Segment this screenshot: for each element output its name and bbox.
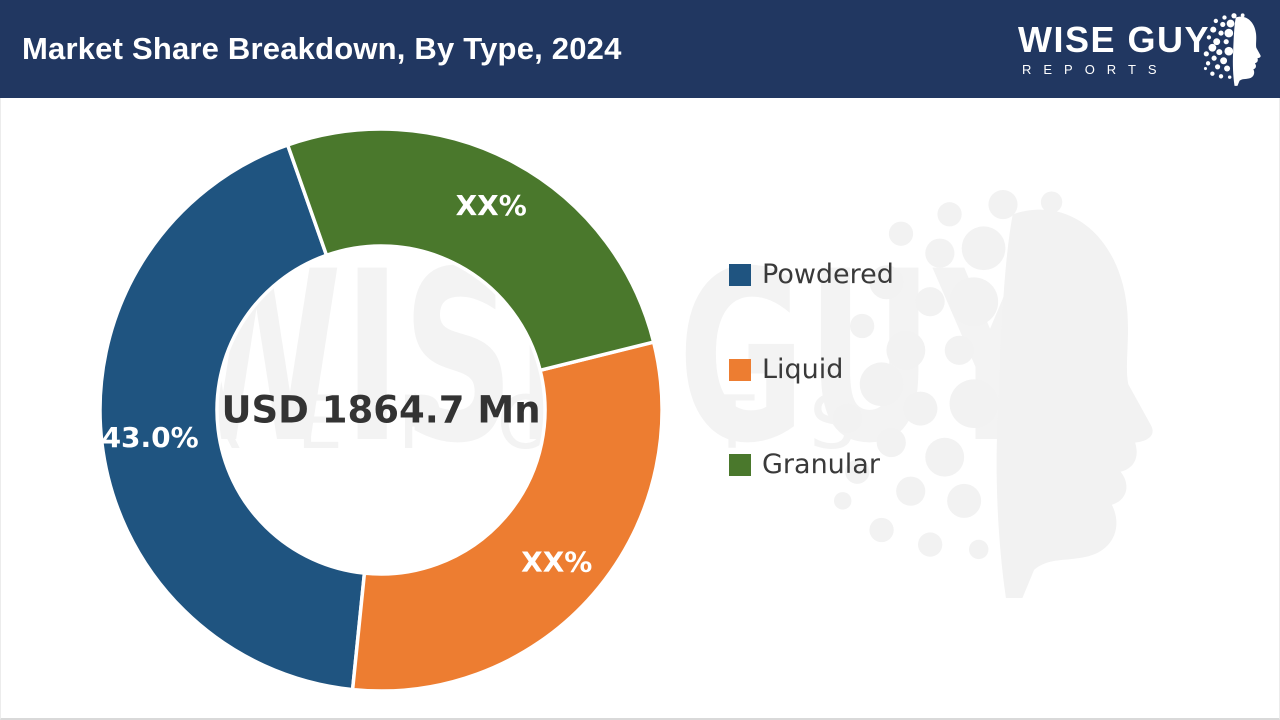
legend-label-powdered: Powdered <box>762 259 894 290</box>
chart-area: WISE GUY REPORTS 43.0%XX%XX% USD 1864.7 … <box>0 98 1280 720</box>
brand-face-icon <box>1203 12 1261 86</box>
legend-label-liquid: Liquid <box>762 354 844 385</box>
legend: Powdered Liquid Granular <box>729 261 894 546</box>
segment-label-granular: XX% <box>456 189 527 222</box>
legend-swatch-liquid <box>729 358 751 381</box>
segment-label-powdered: 43.0% <box>102 421 199 454</box>
chart-center-value: USD 1864.7 Mn <box>221 389 540 432</box>
brand-subtitle: REPORTS <box>1021 61 1169 77</box>
legend-item-powdered: Powdered <box>729 261 894 288</box>
legend-item-granular: Granular <box>729 451 894 478</box>
legend-item-liquid: Liquid <box>729 356 894 383</box>
donut-chart: 43.0% XX% XX% USD 1864.7 Mn <box>98 127 664 693</box>
legend-label-granular: Granular <box>762 449 880 480</box>
legend-swatch-powdered <box>729 263 751 286</box>
brand-name: WISE GUY <box>1017 18 1210 60</box>
brand-logo: WISE GUY REPORTS <box>1017 12 1266 86</box>
page-title: Market Share Breakdown, By Type, 2024 <box>22 31 622 66</box>
segment-label-liquid: XX% <box>521 546 592 579</box>
donut-segment-powdered <box>98 143 367 692</box>
legend-swatch-granular <box>729 453 751 476</box>
donut-segment-granular <box>285 127 656 373</box>
brand-text: WISE GUY REPORTS <box>1017 18 1210 77</box>
donut-segment-liquid <box>350 340 664 693</box>
header-bar: Market Share Breakdown, By Type, 2024 WI… <box>0 0 1280 98</box>
watermark-reports-text: REPORTS <box>191 381 911 466</box>
